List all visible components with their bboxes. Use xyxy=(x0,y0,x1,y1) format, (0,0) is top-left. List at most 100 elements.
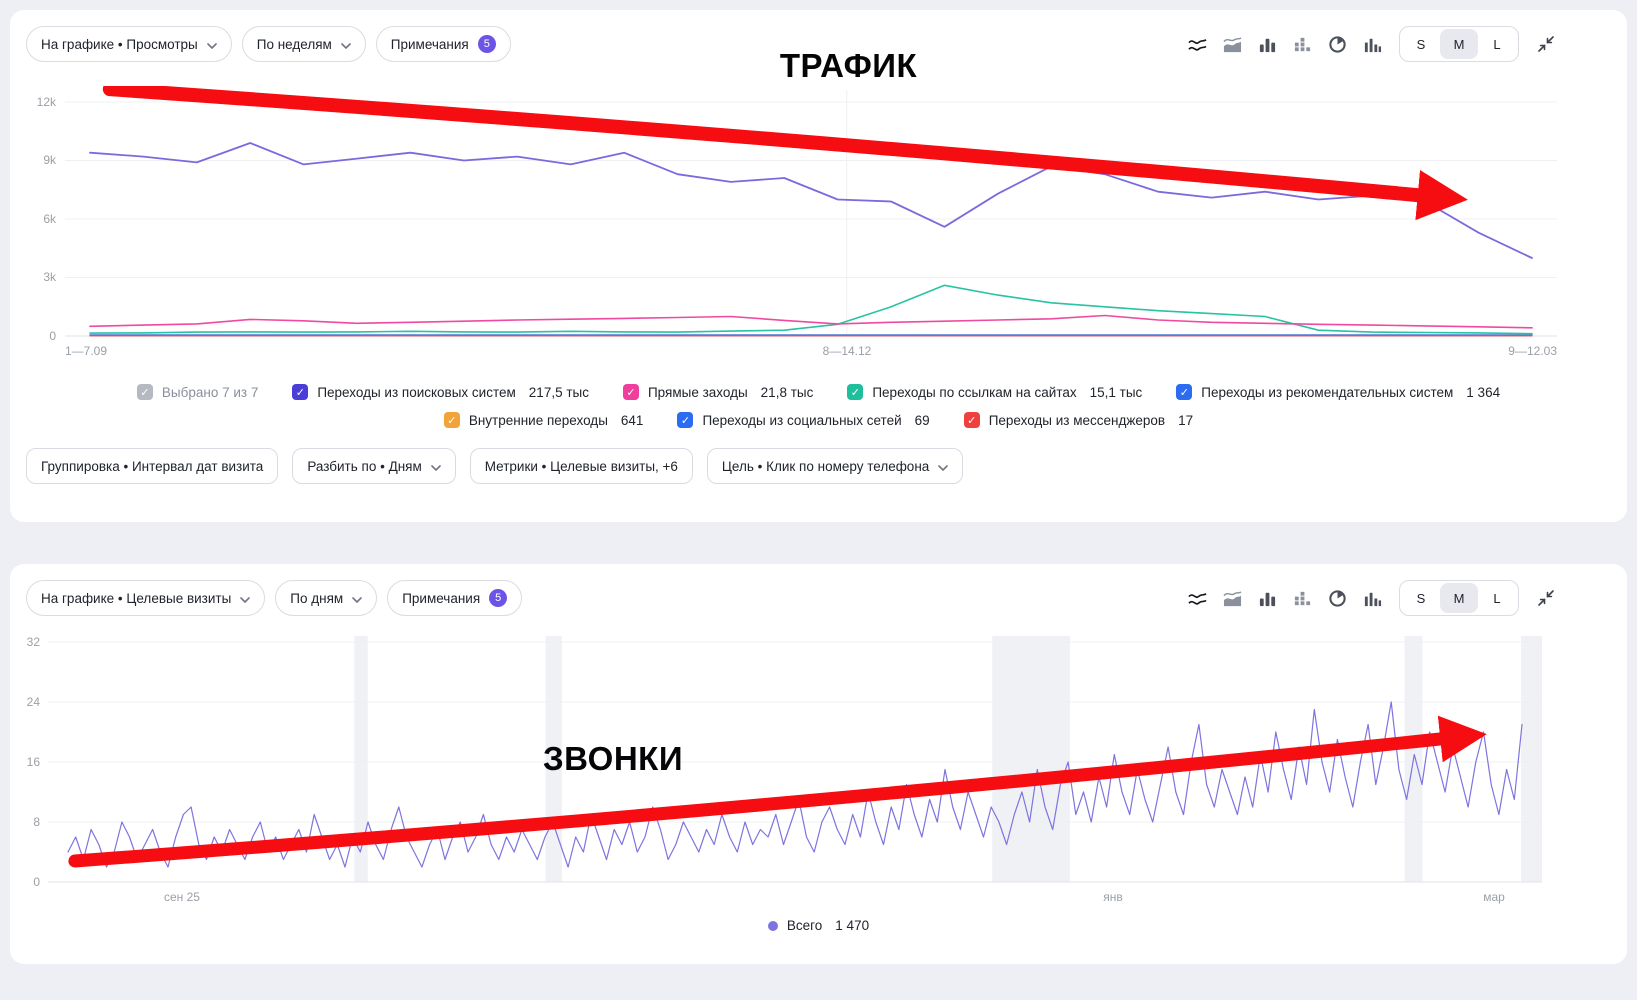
x-axis-label: 8—14.12 xyxy=(822,344,872,358)
traffic-line-chart[interactable] xyxy=(65,86,1557,344)
legend-label: Прямые заходы xyxy=(647,384,748,400)
bar-chart-type-button[interactable] xyxy=(1256,33,1278,55)
calls-period-select[interactable]: По дням xyxy=(275,580,378,616)
y-axis-label: 32 xyxy=(26,635,40,649)
size-l-button[interactable]: L xyxy=(1478,583,1516,613)
series-dot-icon xyxy=(767,920,778,931)
notes-button[interactable]: Примечания 5 xyxy=(375,26,511,62)
pie-chart-type-button[interactable] xyxy=(1326,33,1348,55)
legend-item-messengers[interactable]: Переходы из мессенджеров 17 xyxy=(963,412,1194,428)
filter-goal-button[interactable]: Цель • Клик по номеру телефона xyxy=(706,448,964,484)
filter-split-button[interactable]: Разбить по • Дням xyxy=(292,448,456,484)
legend-item-selected-all[interactable]: Выбрано 7 из 7 xyxy=(136,384,259,400)
bar-chart-icon xyxy=(1259,38,1275,52)
period-label: По неделям xyxy=(256,36,332,52)
size-m-button[interactable]: M xyxy=(1440,29,1478,59)
filter-grouping-button[interactable]: Группировка • Интервал дат визита xyxy=(26,448,279,484)
calls-legend[interactable]: Всего 1 470 xyxy=(10,918,1627,933)
stacked-area-chart-type-button[interactable] xyxy=(1221,587,1243,609)
legend-item-recommendations[interactable]: Переходы из рекомендательных систем 1 36… xyxy=(1176,384,1500,400)
histogram-chart-type-button[interactable] xyxy=(1361,587,1383,609)
checkbox-icon xyxy=(443,412,460,428)
calls-chart-area: ЗВОНКИ 32 24 16 8 0 сен 25 янв мар xyxy=(10,628,1627,908)
checkbox-icon xyxy=(1176,384,1193,400)
calls-annotation-title: ЗВОНКИ xyxy=(543,740,684,777)
legend-item-search[interactable]: Переходы из поисковых систем 217,5 тыс xyxy=(292,384,589,400)
notes-count-badge: 5 xyxy=(489,589,508,607)
chart-type-switcher xyxy=(1186,587,1383,609)
calls-on-chart-select[interactable]: На графике • Целевые визиты xyxy=(26,580,266,616)
traffic-toolbar: На графике • Просмотры По неделям Примеч… xyxy=(10,10,1627,62)
checkbox-icon xyxy=(622,384,639,400)
checkbox-icon xyxy=(136,384,153,400)
stacked-area-chart-icon xyxy=(1222,590,1242,606)
legend-value: 17 xyxy=(1178,412,1194,428)
size-s-button[interactable]: S xyxy=(1402,583,1440,613)
line-chart-icon xyxy=(1187,38,1207,51)
legend-value: 15,1 тыс xyxy=(1089,384,1143,400)
traffic-toolbar-right: S M L xyxy=(1186,26,1557,62)
y-axis-label: 8 xyxy=(33,815,40,829)
chart-size-segmented-control: S M L xyxy=(1399,26,1519,62)
period-select[interactable]: По неделям xyxy=(241,26,366,62)
legend-value: 217,5 тыс xyxy=(528,384,589,400)
notes-label: Примечания xyxy=(390,36,469,52)
size-m-button[interactable]: M xyxy=(1440,583,1478,613)
legend-item-direct[interactable]: Прямые заходы 21,8 тыс xyxy=(622,384,813,400)
x-axis-label: 9—12.03 xyxy=(1508,344,1557,358)
stacked-bar-chart-type-button[interactable] xyxy=(1291,33,1313,55)
y-axis-label: 3k xyxy=(43,270,56,284)
legend-value: 1 364 xyxy=(1466,384,1501,400)
chevron-down-icon xyxy=(352,591,362,606)
calls-toolbar: На графике • Целевые визиты По дням Прим… xyxy=(10,564,1627,616)
legend-value: 1 470 xyxy=(835,918,870,933)
calls-line-chart[interactable] xyxy=(48,636,1542,886)
checkbox-icon xyxy=(292,384,309,400)
bar-chart-type-button[interactable] xyxy=(1256,587,1278,609)
legend-item-social[interactable]: Переходы из социальных сетей 69 xyxy=(677,412,930,428)
filter-label: Разбить по • Дням xyxy=(307,458,422,474)
line-chart-type-button[interactable] xyxy=(1186,587,1208,609)
histogram-chart-type-button[interactable] xyxy=(1361,33,1383,55)
chart-type-switcher xyxy=(1186,33,1383,55)
legend-item-site-links[interactable]: Переходы по ссылкам на сайтах 15,1 тыс xyxy=(847,384,1142,400)
traffic-panel: ТРАФИК На графике • Просмотры По неделям… xyxy=(10,10,1627,522)
page: ТРАФИК На графике • Просмотры По неделям… xyxy=(0,0,1637,974)
y-axis-label: 0 xyxy=(33,875,40,889)
legend-label: Переходы из рекомендательных систем xyxy=(1201,384,1454,400)
collapse-icon xyxy=(1538,36,1554,52)
y-axis-label: 16 xyxy=(26,755,40,769)
stacked-area-chart-type-button[interactable] xyxy=(1221,33,1243,55)
y-axis-label: 24 xyxy=(26,695,40,709)
pie-chart-type-button[interactable] xyxy=(1326,587,1348,609)
calls-notes-button[interactable]: Примечания 5 xyxy=(387,580,523,616)
line-chart-icon xyxy=(1187,592,1207,605)
legend-value: 641 xyxy=(620,412,644,428)
collapse-chart-button[interactable] xyxy=(1535,587,1557,609)
legend-item-internal[interactable]: Внутренние переходы 641 xyxy=(443,412,644,428)
traffic-legend-row-2: Внутренние переходы 641 Переходы из соци… xyxy=(10,412,1627,428)
collapse-chart-button[interactable] xyxy=(1535,33,1557,55)
checkbox-icon xyxy=(963,412,980,428)
pie-chart-icon xyxy=(1328,35,1346,53)
chevron-down-icon xyxy=(240,591,251,606)
period-label: По дням xyxy=(290,590,344,606)
traffic-toolbar-left: На графике • Просмотры По неделям Примеч… xyxy=(26,26,511,62)
stacked-bar-chart-icon xyxy=(1294,591,1310,605)
notes-label: Примечания xyxy=(402,590,481,606)
chevron-down-icon xyxy=(206,37,217,52)
legend-label: Выбрано 7 из 7 xyxy=(161,384,259,400)
filter-metrics-button[interactable]: Метрики • Целевые визиты, +6 xyxy=(469,448,693,484)
stacked-bar-chart-type-button[interactable] xyxy=(1291,587,1313,609)
on-chart-select[interactable]: На графике • Просмотры xyxy=(26,26,232,62)
calls-toolbar-left: На графике • Целевые визиты По дням Прим… xyxy=(26,580,523,616)
legend-label: Всего xyxy=(786,918,823,933)
histogram-chart-icon xyxy=(1364,38,1381,52)
x-axis-label: сен 25 xyxy=(164,890,200,904)
collapse-icon xyxy=(1538,590,1554,606)
bar-chart-icon xyxy=(1259,592,1275,606)
line-chart-type-button[interactable] xyxy=(1186,33,1208,55)
calls-panel: На графике • Целевые визиты По дням Прим… xyxy=(10,564,1627,964)
size-s-button[interactable]: S xyxy=(1402,29,1440,59)
size-l-button[interactable]: L xyxy=(1478,29,1516,59)
